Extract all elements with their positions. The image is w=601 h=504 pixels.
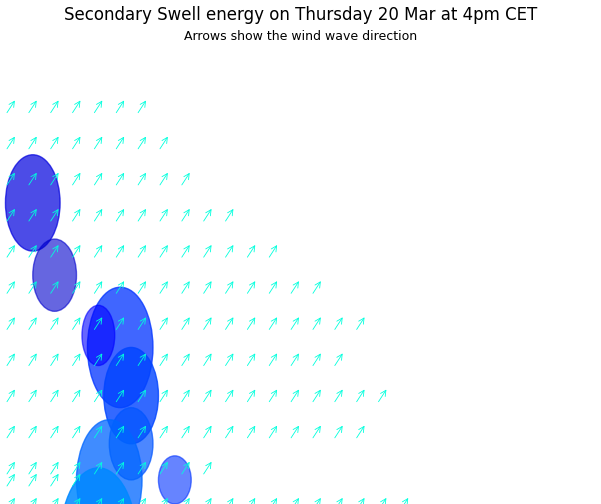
Ellipse shape [159,456,191,504]
Ellipse shape [60,468,136,504]
Ellipse shape [87,287,153,408]
Text: Arrows show the wind wave direction: Arrows show the wind wave direction [184,30,417,43]
Text: Secondary Swell energy on Thursday 20 Mar at 4pm CET: Secondary Swell energy on Thursday 20 Ma… [64,6,537,24]
Ellipse shape [109,408,153,480]
Ellipse shape [104,347,159,444]
Ellipse shape [82,305,115,365]
Ellipse shape [33,239,76,311]
Ellipse shape [76,420,142,504]
Ellipse shape [5,155,60,251]
